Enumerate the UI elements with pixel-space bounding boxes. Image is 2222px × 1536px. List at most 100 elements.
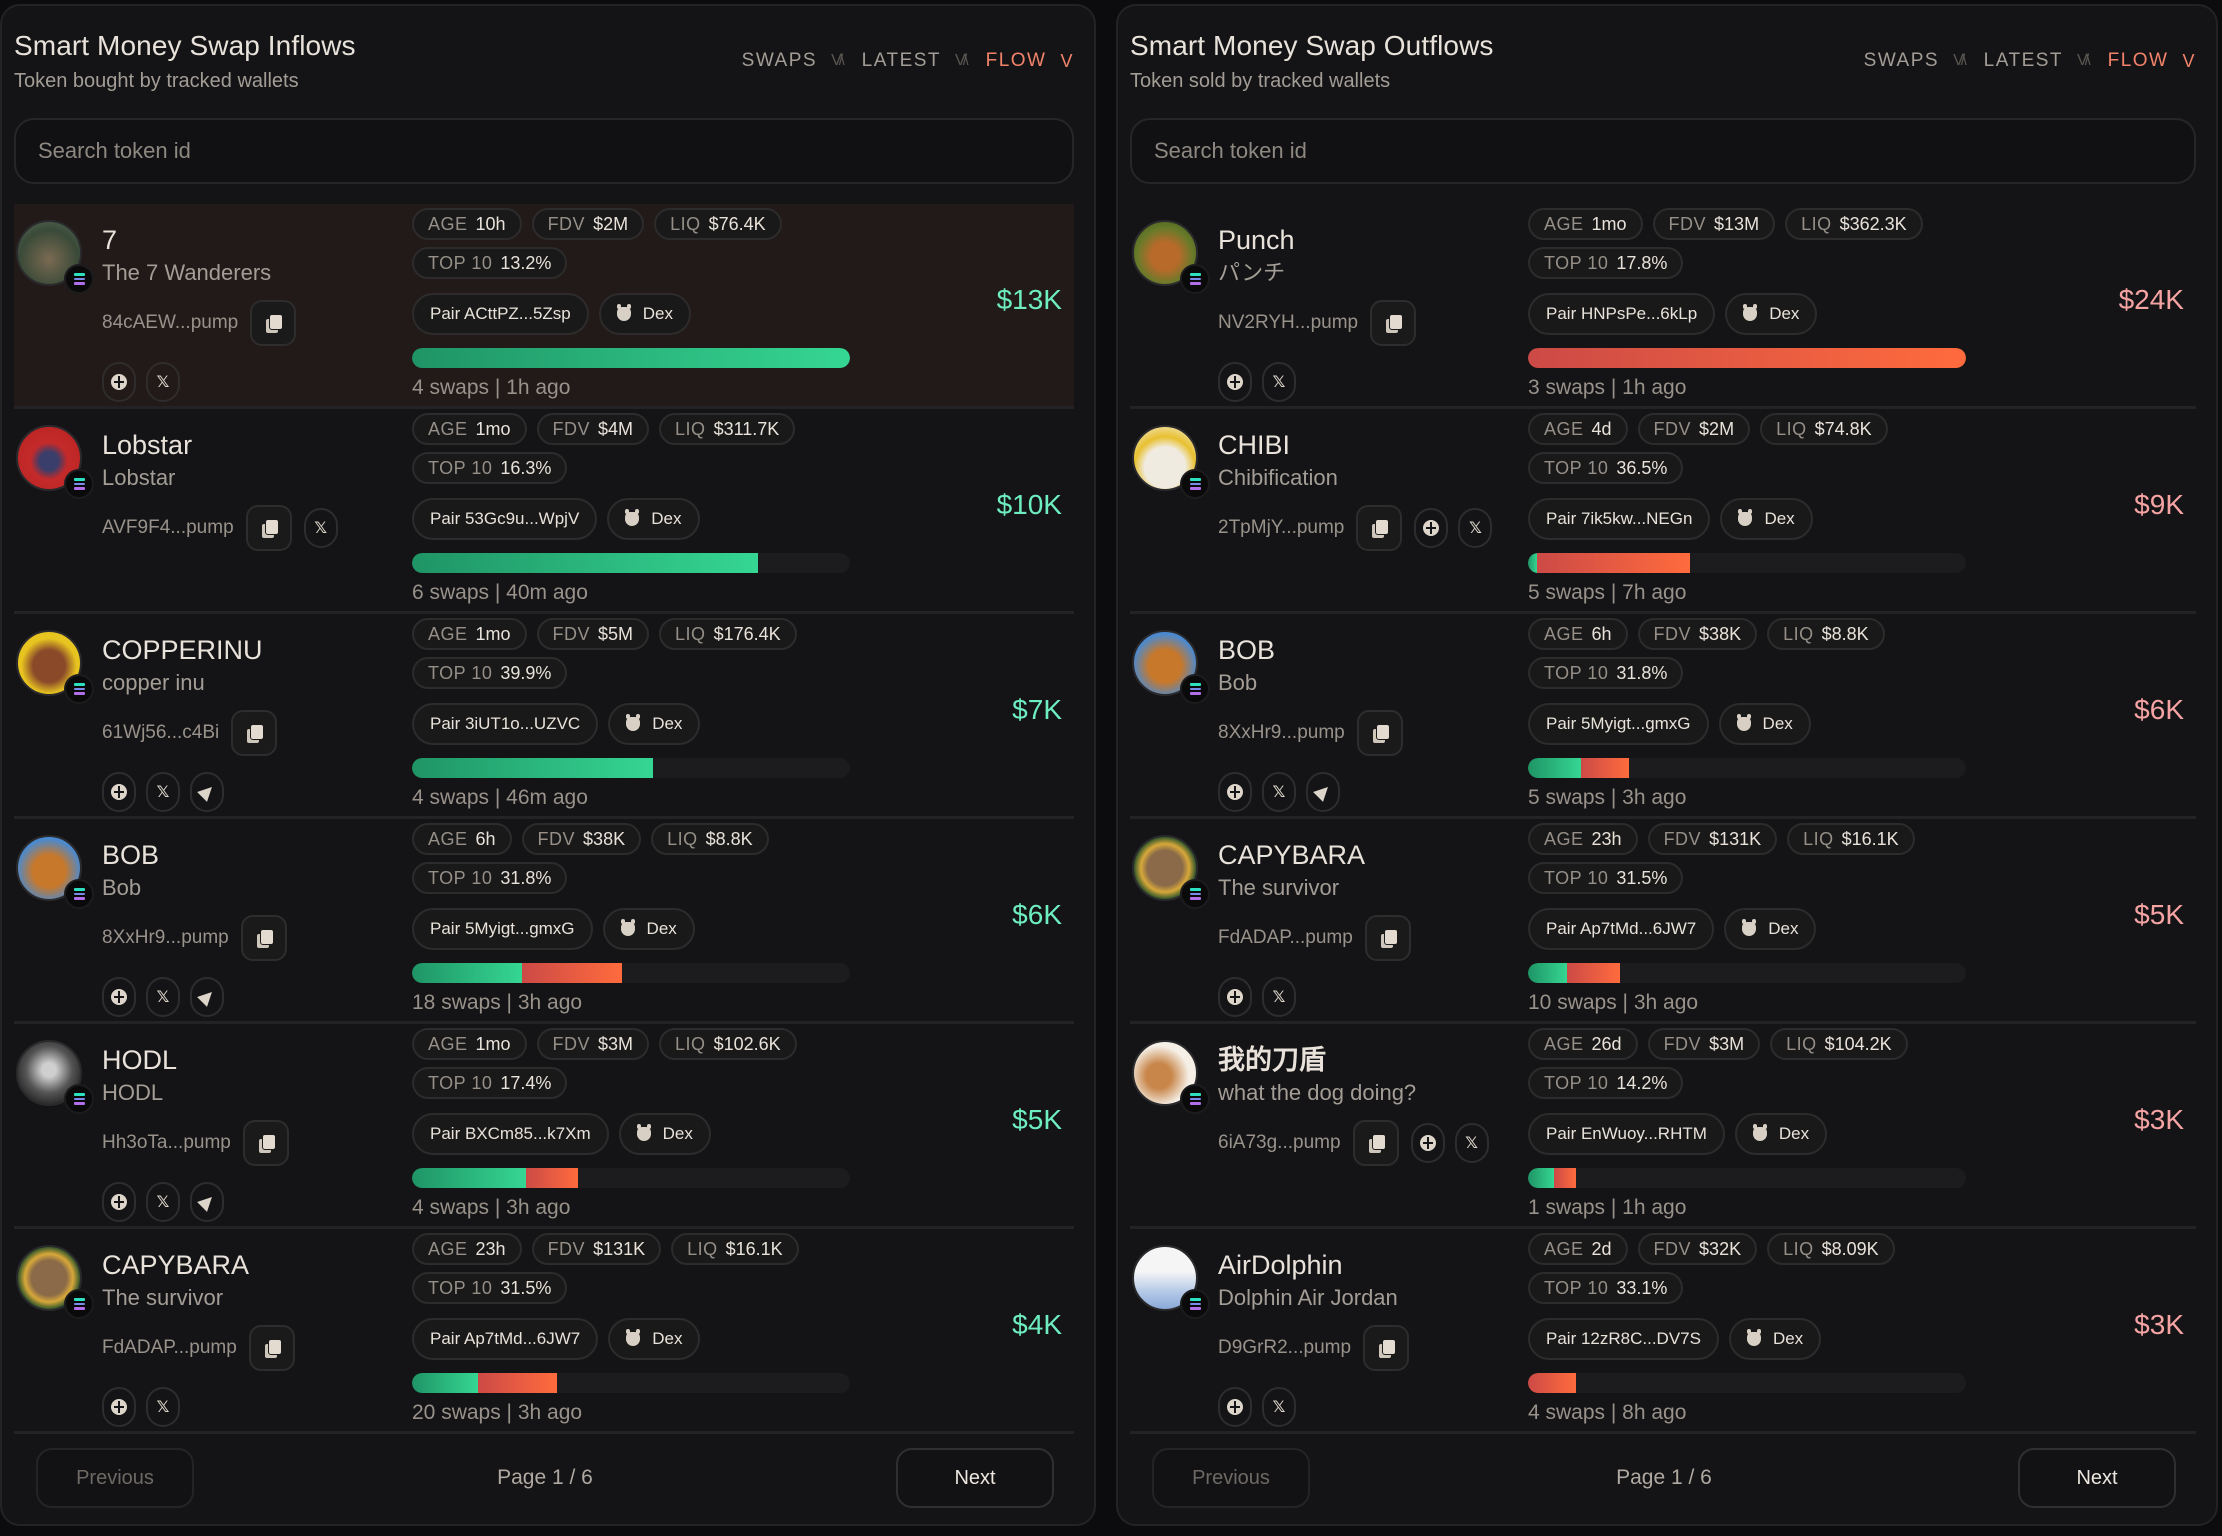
x-link[interactable]: 𝕏	[146, 977, 180, 1017]
search-input[interactable]	[38, 138, 1072, 164]
pair-address-button[interactable]: Pair BXCm85...k7Xm	[412, 1113, 609, 1155]
x-link[interactable]: 𝕏	[1458, 508, 1493, 548]
x-link[interactable]: 𝕏	[146, 362, 180, 402]
x-link[interactable]: 𝕏	[303, 508, 338, 548]
website-link[interactable]	[1218, 977, 1252, 1017]
sort-swaps[interactable]: SWAPS	[741, 50, 818, 71]
copy-address-button[interactable]	[250, 300, 297, 346]
dex-link-button[interactable]: Dex	[1718, 703, 1811, 745]
website-link[interactable]	[1218, 772, 1252, 812]
copy-address-button[interactable]	[1356, 505, 1403, 551]
website-link[interactable]	[102, 977, 136, 1017]
fdv-chip: FDV $13M	[1652, 208, 1776, 240]
chevron-down-icon[interactable]: V	[1060, 50, 1074, 71]
sort-flow[interactable]: FLOW	[985, 50, 1047, 71]
x-link[interactable]: 𝕏	[1262, 362, 1296, 402]
website-link[interactable]	[102, 1387, 136, 1427]
token-row[interactable]: CHIBI Chibification 2TpMjY...pump 𝕏 AGE 4…	[1130, 409, 2196, 614]
chevron-down-icon[interactable]: V	[2182, 50, 2196, 71]
dex-link-button[interactable]: Dex	[608, 1318, 701, 1360]
token-row[interactable]: BOB Bob 8XxHr9...pump 𝕏 AGE 6h FDV $38K LI…	[14, 819, 1074, 1024]
website-link[interactable]	[1218, 1387, 1252, 1427]
x-link[interactable]: 𝕏	[1262, 772, 1296, 812]
sort-toggle-icon[interactable]: V/\	[955, 52, 968, 69]
token-row[interactable]: 我的刀盾 what the dog doing? 6iA73g...pump 𝕏…	[1130, 1024, 2196, 1229]
next-button[interactable]: Next	[2018, 1448, 2176, 1508]
liq-chip: LIQ $16.1K	[671, 1233, 799, 1265]
token-address: AVF9F4...pump	[102, 517, 234, 538]
pair-address-button[interactable]: Pair Ap7tMd...6JW7	[1528, 908, 1715, 950]
dex-link-button[interactable]: Dex	[1720, 498, 1813, 540]
pair-address-button[interactable]: Pair 53Gc9u...WpjV	[412, 498, 598, 540]
next-button[interactable]: Next	[896, 1448, 1054, 1508]
dex-link-button[interactable]: Dex	[608, 703, 701, 745]
sort-latest[interactable]: LATEST	[861, 50, 942, 71]
token-row[interactable]: BOB Bob 8XxHr9...pump 𝕏 AGE 6h FDV $38K LI…	[1130, 614, 2196, 819]
telegram-link[interactable]	[1306, 772, 1340, 812]
copy-address-button[interactable]	[240, 915, 287, 961]
dex-link-button[interactable]: Dex	[1724, 908, 1817, 950]
dex-link-button[interactable]: Dex	[607, 498, 700, 540]
sort-toggle-icon[interactable]: V/\	[831, 52, 844, 69]
liq-chip: LIQ $76.4K	[654, 208, 782, 240]
token-row[interactable]: HODL HODL Hh3oTa...pump 𝕏 AGE 1mo FDV $3M …	[14, 1024, 1074, 1229]
copy-address-button[interactable]	[231, 710, 278, 756]
website-link[interactable]	[1410, 1123, 1445, 1163]
pair-address-button[interactable]: Pair 3iUT1o...UZVC	[412, 703, 599, 745]
x-link[interactable]: 𝕏	[1262, 1387, 1296, 1427]
pair-address-button[interactable]: Pair 5Myigt...gmxG	[412, 908, 593, 950]
x-link[interactable]: 𝕏	[146, 1387, 180, 1427]
dex-link-button[interactable]: Dex	[1725, 293, 1818, 335]
x-link[interactable]: 𝕏	[1454, 1123, 1489, 1163]
copy-address-button[interactable]	[248, 1325, 295, 1371]
token-row[interactable]: CAPYBARA The survivor FdADAP...pump 𝕏 AG…	[1130, 819, 2196, 1024]
sort-latest[interactable]: LATEST	[1983, 50, 2064, 71]
copy-address-button[interactable]	[1370, 300, 1417, 346]
sort-flow[interactable]: FLOW	[2107, 50, 2169, 71]
x-link[interactable]: 𝕏	[1262, 977, 1296, 1017]
pair-address-button[interactable]: Pair 5Myigt...gmxG	[1528, 703, 1709, 745]
age-chip: AGE 6h	[412, 823, 512, 855]
pair-address-button[interactable]: Pair ACttPZ...5Zsp	[412, 293, 589, 335]
pair-address-button[interactable]: Pair Ap7tMd...6JW7	[412, 1318, 599, 1360]
website-link[interactable]	[1414, 508, 1449, 548]
pair-address-button[interactable]: Pair EnWuoy...RHTM	[1528, 1113, 1725, 1155]
token-row[interactable]: COPPERINU copper inu 61Wj56...c4Bi 𝕏 AGE…	[14, 614, 1074, 819]
dex-link-button[interactable]: Dex	[602, 908, 695, 950]
x-link[interactable]: 𝕏	[146, 1182, 180, 1222]
pair-address-button[interactable]: Pair 12zR8C...DV7S	[1528, 1318, 1719, 1360]
token-row[interactable]: 7 The 7 Wanderers 84cAEW...pump 𝕏 AGE 10h…	[14, 204, 1074, 409]
x-link[interactable]: 𝕏	[146, 772, 180, 812]
copy-address-button[interactable]	[1364, 915, 1411, 961]
previous-button[interactable]: Previous	[36, 1448, 194, 1508]
dex-link-button[interactable]: Dex	[598, 293, 691, 335]
sort-toggle-icon[interactable]: V/\	[2077, 52, 2090, 69]
sort-toggle-icon[interactable]: V/\	[1953, 52, 1966, 69]
dex-link-button[interactable]: Dex	[618, 1113, 711, 1155]
token-row[interactable]: Lobstar Lobstar AVF9F4...pump 𝕏 AGE 1mo F…	[14, 409, 1074, 614]
copy-address-button[interactable]	[1356, 710, 1403, 756]
copy-address-button[interactable]	[245, 505, 292, 551]
pair-address-button[interactable]: Pair HNPsPe...6kLp	[1528, 293, 1716, 335]
token-row[interactable]: Punch パンチ NV2RYH...pump 𝕏 AGE 1mo FDV $13M…	[1130, 204, 2196, 409]
token-avatar	[16, 425, 94, 499]
previous-button[interactable]: Previous	[1152, 1448, 1310, 1508]
copy-address-button[interactable]	[242, 1120, 289, 1166]
website-link[interactable]	[102, 1182, 136, 1222]
telegram-link[interactable]	[190, 772, 224, 812]
pair-address-button[interactable]: Pair 7ik5kw...NEGn	[1528, 498, 1711, 540]
dex-link-button[interactable]: Dex	[1728, 1318, 1822, 1360]
website-link[interactable]	[102, 772, 136, 812]
token-name: Dolphin Air Jordan	[1218, 1285, 1398, 1310]
token-row[interactable]: CAPYBARA The survivor FdADAP...pump 𝕏 AG…	[14, 1229, 1074, 1434]
telegram-link[interactable]	[190, 977, 224, 1017]
copy-address-button[interactable]	[1363, 1325, 1410, 1371]
dex-link-button[interactable]: Dex	[1734, 1113, 1828, 1155]
copy-address-button[interactable]	[1352, 1120, 1399, 1166]
search-input[interactable]	[1154, 138, 2194, 164]
website-link[interactable]	[102, 362, 136, 402]
sort-swaps[interactable]: SWAPS	[1863, 50, 1940, 71]
website-link[interactable]	[1218, 362, 1252, 402]
token-row[interactable]: AirDolphin Dolphin Air Jordan D9GrR2...p…	[1130, 1229, 2196, 1434]
telegram-link[interactable]	[190, 1182, 224, 1222]
